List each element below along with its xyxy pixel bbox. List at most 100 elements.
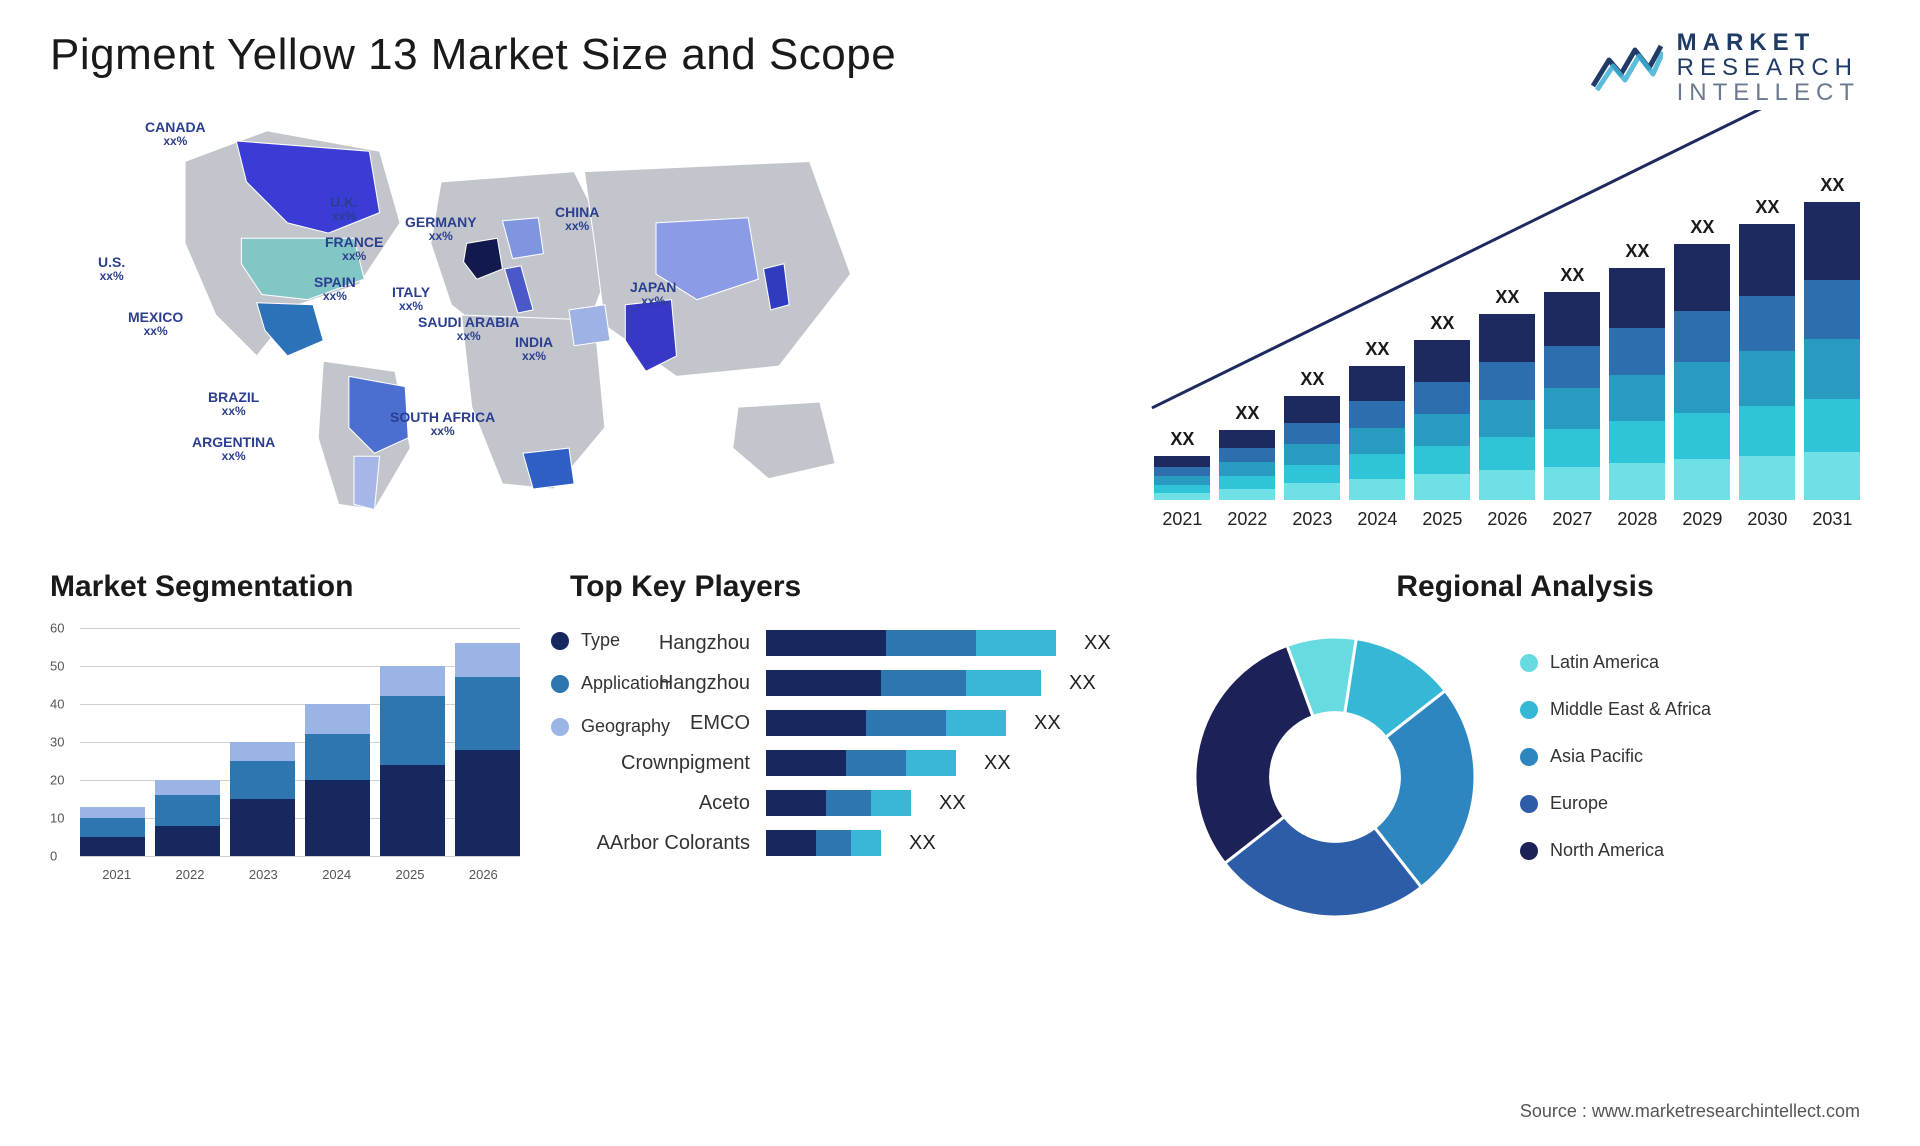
growth-bar-value: XX: [1219, 403, 1275, 424]
growth-bar-2026: [1479, 314, 1535, 500]
seg-bar-2021: [80, 807, 145, 856]
player-bar-segment: [846, 750, 906, 776]
growth-bar-segment: [1414, 446, 1470, 475]
growth-bar-segment: [1804, 339, 1860, 399]
seg-bars: [80, 622, 520, 856]
growth-bar-value: XX: [1479, 287, 1535, 308]
growth-bar-segment: [1154, 456, 1210, 467]
player-bar: [766, 830, 881, 856]
logo-icon: [1591, 40, 1663, 96]
seg-bar-segment: [155, 780, 220, 795]
growth-bar-year: 2026: [1479, 509, 1535, 530]
growth-bar-segment: [1674, 362, 1730, 413]
growth-bar-2022: [1219, 430, 1275, 500]
logo-text-1: MARKET: [1677, 30, 1860, 55]
growth-bar-segment: [1544, 292, 1600, 346]
legend-swatch-icon: [551, 632, 569, 650]
brand-logo: MARKET RESEARCH INTELLECT: [1591, 30, 1860, 106]
growth-bar-year: 2030: [1739, 509, 1795, 530]
source-attribution: Source : www.marketresearchintellect.com: [1520, 1101, 1860, 1122]
growth-bar-segment: [1284, 444, 1340, 465]
legend-swatch-icon: [551, 675, 569, 693]
growth-bar-segment: [1804, 399, 1860, 453]
map-label-japan: JAPANxx%: [630, 280, 676, 307]
legend-swatch-icon: [1520, 842, 1538, 860]
growth-bar-segment: [1219, 462, 1275, 476]
growth-bar-segment: [1414, 414, 1470, 446]
player-value: XX: [909, 832, 936, 855]
legend-swatch-icon: [1520, 654, 1538, 672]
growth-bar-segment: [1674, 244, 1730, 311]
seg-ytick: 10: [50, 811, 64, 826]
seg-bar-segment: [230, 742, 295, 761]
growth-bar-value: XX: [1154, 429, 1210, 450]
seg-ytick: 0: [50, 849, 57, 864]
seg-bar-2024: [305, 704, 370, 856]
growth-bar-segment: [1479, 400, 1535, 437]
growth-bar-value: XX: [1349, 339, 1405, 360]
growth-bar-segment: [1479, 437, 1535, 470]
seg-bar-2026: [455, 643, 520, 856]
growth-bar-segment: [1804, 202, 1860, 279]
growth-bar-value: XX: [1284, 369, 1340, 390]
legend-label: Europe: [1550, 793, 1608, 814]
player-name: AArbor Colorants: [570, 832, 750, 855]
growth-bar-segment: [1739, 456, 1795, 500]
player-bar-segment: [766, 830, 816, 856]
regional-donut: [1180, 622, 1490, 932]
seg-bar-segment: [455, 643, 520, 677]
segmentation-title: Market Segmentation: [50, 570, 520, 604]
seg-bar-segment: [230, 799, 295, 856]
seg-bar-segment: [455, 750, 520, 856]
growth-bar-2024: [1349, 366, 1405, 500]
player-bar-segment: [946, 710, 1006, 736]
regional-panel: Regional Analysis Latin AmericaMiddle Ea…: [1180, 570, 1870, 950]
regional-title: Regional Analysis: [1180, 570, 1870, 604]
regional-legend-item: North America: [1520, 840, 1711, 861]
regional-legend-item: Middle East & Africa: [1520, 699, 1711, 720]
growth-bar-segment: [1154, 485, 1210, 493]
seg-legend-item: Application: [551, 673, 670, 694]
regional-legend-item: Europe: [1520, 793, 1711, 814]
map-label-saudi-arabia: SAUDI ARABIAxx%: [418, 315, 519, 342]
player-bar-segment: [766, 790, 826, 816]
players-panel: Top Key Players HangzhouXXHangzhouXXEMCO…: [570, 570, 1130, 950]
seg-xlabel: 2025: [373, 867, 446, 882]
legend-label: Middle East & Africa: [1550, 699, 1711, 720]
seg-bar-segment: [230, 761, 295, 799]
map-label-italy: ITALYxx%: [392, 285, 430, 312]
seg-legend-item: Geography: [551, 716, 670, 737]
player-bar-segment: [871, 790, 911, 816]
player-bar: [766, 670, 1041, 696]
seg-bar-segment: [380, 696, 445, 764]
seg-bar-segment: [305, 780, 370, 856]
regional-legend: Latin AmericaMiddle East & AfricaAsia Pa…: [1520, 622, 1711, 861]
seg-gridline: [80, 856, 520, 857]
growth-bar-year: 2029: [1674, 509, 1730, 530]
seg-bar-2022: [155, 780, 220, 856]
map-label-argentina: ARGENTINAxx%: [192, 435, 275, 462]
growth-bar-year: 2031: [1804, 509, 1860, 530]
legend-swatch-icon: [1520, 748, 1538, 766]
player-bar-segment: [906, 750, 956, 776]
growth-bar-segment: [1479, 314, 1535, 362]
growth-bar-value: XX: [1609, 241, 1665, 262]
growth-bar-segment: [1609, 268, 1665, 328]
player-bar-segment: [881, 670, 966, 696]
legend-label: Type: [581, 630, 620, 651]
growth-bar-segment: [1284, 396, 1340, 423]
growth-bar-segment: [1609, 463, 1665, 500]
growth-bar-segment: [1284, 423, 1340, 444]
legend-label: Asia Pacific: [1550, 746, 1643, 767]
seg-xlabel: 2021: [80, 867, 153, 882]
growth-bar-segment: [1544, 467, 1600, 500]
growth-bar-segment: [1609, 421, 1665, 463]
growth-bar-segment: [1414, 474, 1470, 500]
player-row: AArbor Colorants XX: [570, 830, 1130, 856]
players-title: Top Key Players: [570, 570, 1130, 604]
legend-label: Application: [581, 673, 669, 694]
seg-xlabel: 2022: [153, 867, 226, 882]
map-label-brazil: BRAZILxx%: [208, 390, 259, 417]
player-value: XX: [1034, 712, 1061, 735]
map-label-canada: CANADAxx%: [145, 120, 206, 147]
